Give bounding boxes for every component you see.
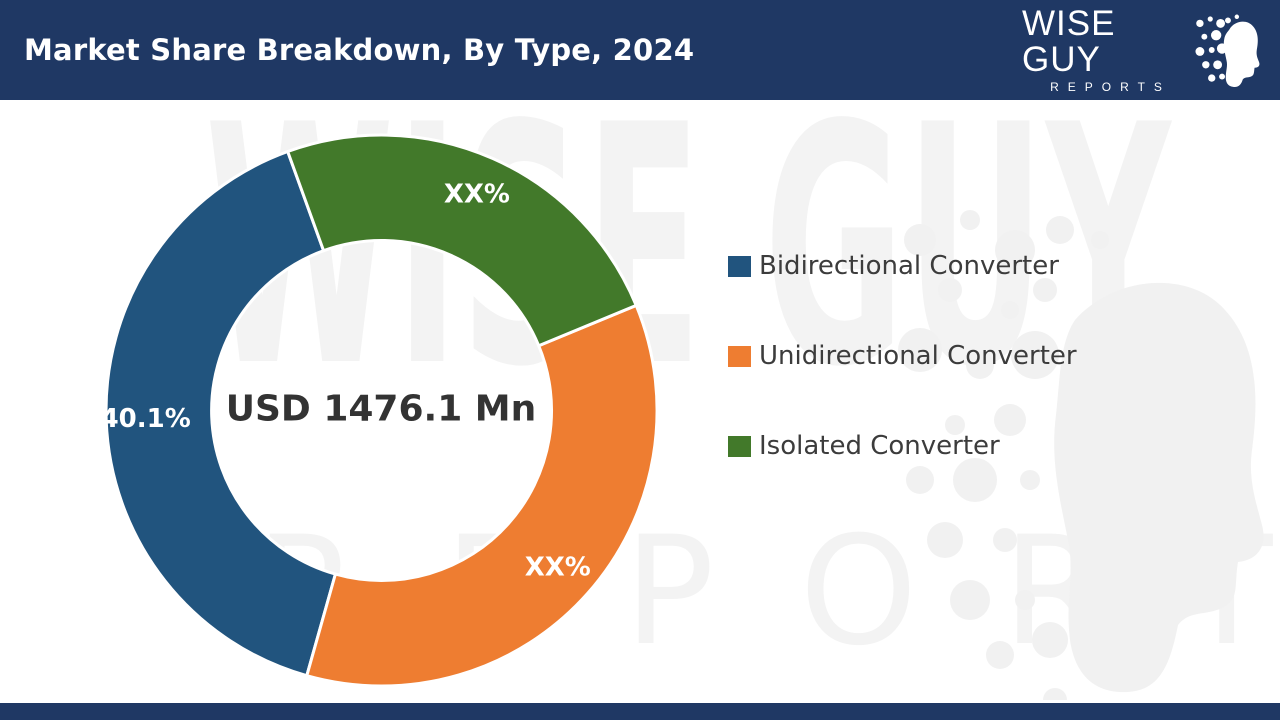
slice-label-1: XX% (525, 552, 591, 582)
legend-item-isolated: Isolated Converter (728, 432, 1077, 460)
brand-face-icon (1195, 14, 1260, 88)
brand-name: WISE GUY (1022, 4, 1116, 79)
legend-swatch-bidirectional (728, 255, 751, 277)
legend-label-isolated: Isolated Converter (759, 431, 1000, 461)
chart-center-total: USD 1476.1 Mn (225, 388, 537, 430)
watermark-face-dots (898, 210, 1264, 700)
chart-legend: Bidirectional Converter Unidirectional C… (728, 252, 1077, 522)
legend-label-unidirectional: Unidirectional Converter (759, 341, 1077, 371)
background-watermark: WISE GUY REPORTS (0, 100, 1280, 703)
slice-label-2: XX% (444, 180, 510, 210)
legend-label-bidirectional: Bidirectional Converter (759, 251, 1059, 281)
brand-logo: WISE GUY REPORTS (1022, 4, 1262, 95)
brand-subtitle: REPORTS (1050, 80, 1171, 94)
header-bar: Market Share Breakdown, By Type, 2024 WI… (0, 0, 1280, 100)
footer-bar (0, 703, 1280, 720)
donut-slice-1 (305, 303, 659, 688)
legend-item-bidirectional: Bidirectional Converter (728, 252, 1077, 280)
legend-swatch-unidirectional (728, 345, 751, 367)
legend-swatch-isolated (728, 435, 751, 457)
donut-slice-0 (104, 150, 337, 678)
donut-slice-2 (286, 133, 638, 348)
brand-logo-text: WISE GUY REPORTS (1022, 4, 1190, 95)
legend-item-unidirectional: Unidirectional Converter (728, 342, 1077, 370)
slice-label-0: 40.1% (101, 404, 191, 434)
page-title: Market Share Breakdown, By Type, 2024 (24, 33, 695, 67)
